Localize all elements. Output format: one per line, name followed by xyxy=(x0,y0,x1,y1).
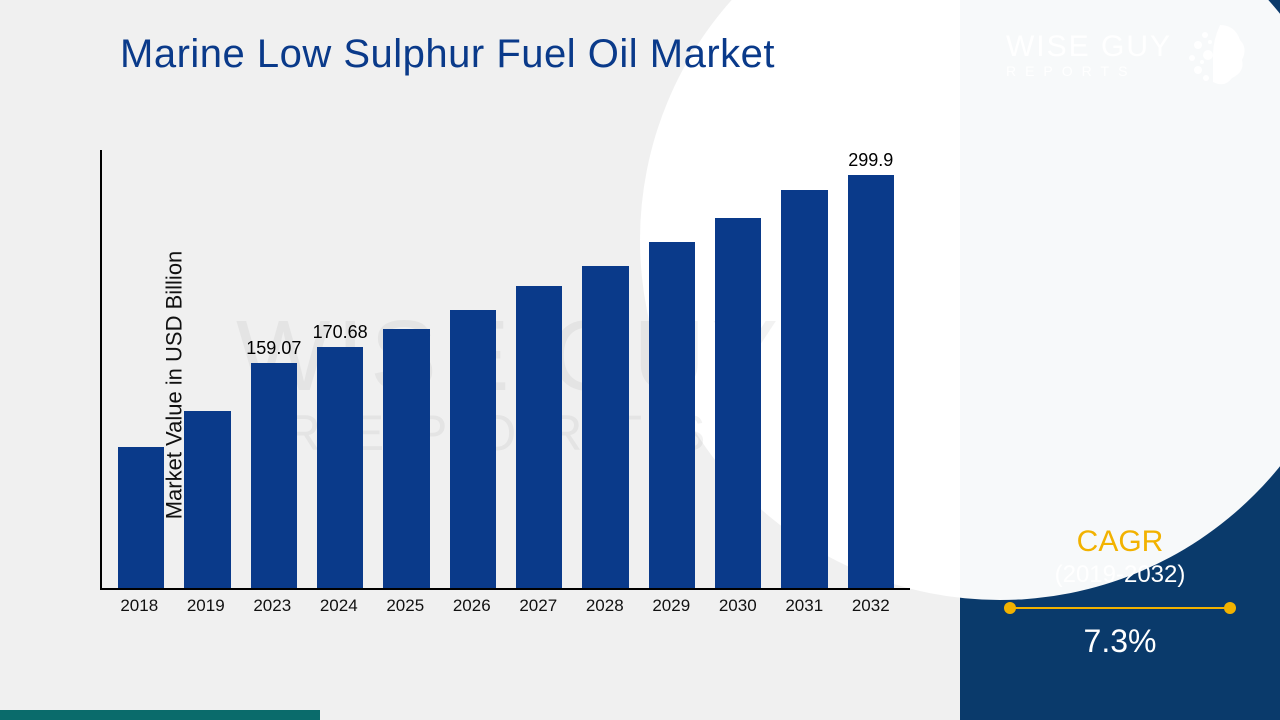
bar-slot: 299.9 xyxy=(838,150,904,588)
bar xyxy=(317,347,363,588)
brand-logo: WISE GUY REPORTS xyxy=(1006,20,1250,90)
cagr-label: CAGR xyxy=(990,525,1250,559)
chart-title: Marine Low Sulphur Fuel Oil Market xyxy=(120,32,775,77)
bar-slot xyxy=(639,150,705,588)
bar xyxy=(251,363,297,588)
bar-slot xyxy=(108,150,174,588)
bar xyxy=(848,175,894,588)
bar-slot xyxy=(440,150,506,588)
x-tick-label: 2027 xyxy=(505,592,572,620)
bar xyxy=(383,329,429,588)
bar-value-label: 299.9 xyxy=(848,150,893,171)
x-tick-label: 2023 xyxy=(239,592,306,620)
x-tick-label: 2029 xyxy=(638,592,705,620)
chart: Market Value in USD Billion 159.07170.68… xyxy=(90,150,910,620)
brand-name-bottom: REPORTS xyxy=(1006,64,1172,78)
brand-text: WISE GUY REPORTS xyxy=(1006,32,1172,78)
bar-slot xyxy=(572,150,638,588)
bottom-accent-line xyxy=(0,710,320,720)
x-tick-label: 2019 xyxy=(173,592,240,620)
bar-slot xyxy=(705,150,771,588)
x-tick-label: 2031 xyxy=(771,592,838,620)
bar xyxy=(516,286,562,588)
x-tick-label: 2028 xyxy=(572,592,639,620)
bar-value-label: 159.07 xyxy=(246,338,301,359)
x-tick-label: 2026 xyxy=(439,592,506,620)
bar xyxy=(649,242,695,588)
bar xyxy=(450,310,496,588)
cagr-divider xyxy=(1010,607,1230,609)
bar-value-label: 170.68 xyxy=(313,322,368,343)
x-tick-label: 2018 xyxy=(106,592,173,620)
bar xyxy=(715,218,761,588)
bar-slot xyxy=(174,150,240,588)
bar-slot: 159.07 xyxy=(241,150,307,588)
cagr-block: CAGR (2019-2032) 7.3% xyxy=(990,525,1250,660)
x-tick-label: 2030 xyxy=(705,592,772,620)
bars-container: 159.07 170.68 299.9 xyxy=(102,150,910,588)
x-tick-label: 2024 xyxy=(306,592,373,620)
plot-area: 159.07 170.68 299.9 xyxy=(100,150,910,590)
x-tick-label: 2032 xyxy=(838,592,905,620)
bar xyxy=(582,266,628,588)
infographic-root: Marine Low Sulphur Fuel Oil Market WISE … xyxy=(0,0,1280,720)
bar-slot xyxy=(771,150,837,588)
bar-slot xyxy=(373,150,439,588)
brand-name-top: WISE GUY xyxy=(1006,32,1172,62)
x-tick-label: 2025 xyxy=(372,592,439,620)
cagr-range: (2019-2032) xyxy=(990,561,1250,589)
bar xyxy=(118,447,164,588)
bar-slot xyxy=(506,150,572,588)
x-axis-labels: 2018201920232024202520262027202820292030… xyxy=(100,592,910,620)
bar xyxy=(184,411,230,588)
bar xyxy=(781,190,827,588)
cagr-value: 7.3% xyxy=(990,623,1250,660)
bar-slot: 170.68 xyxy=(307,150,373,588)
brain-icon xyxy=(1180,20,1250,90)
